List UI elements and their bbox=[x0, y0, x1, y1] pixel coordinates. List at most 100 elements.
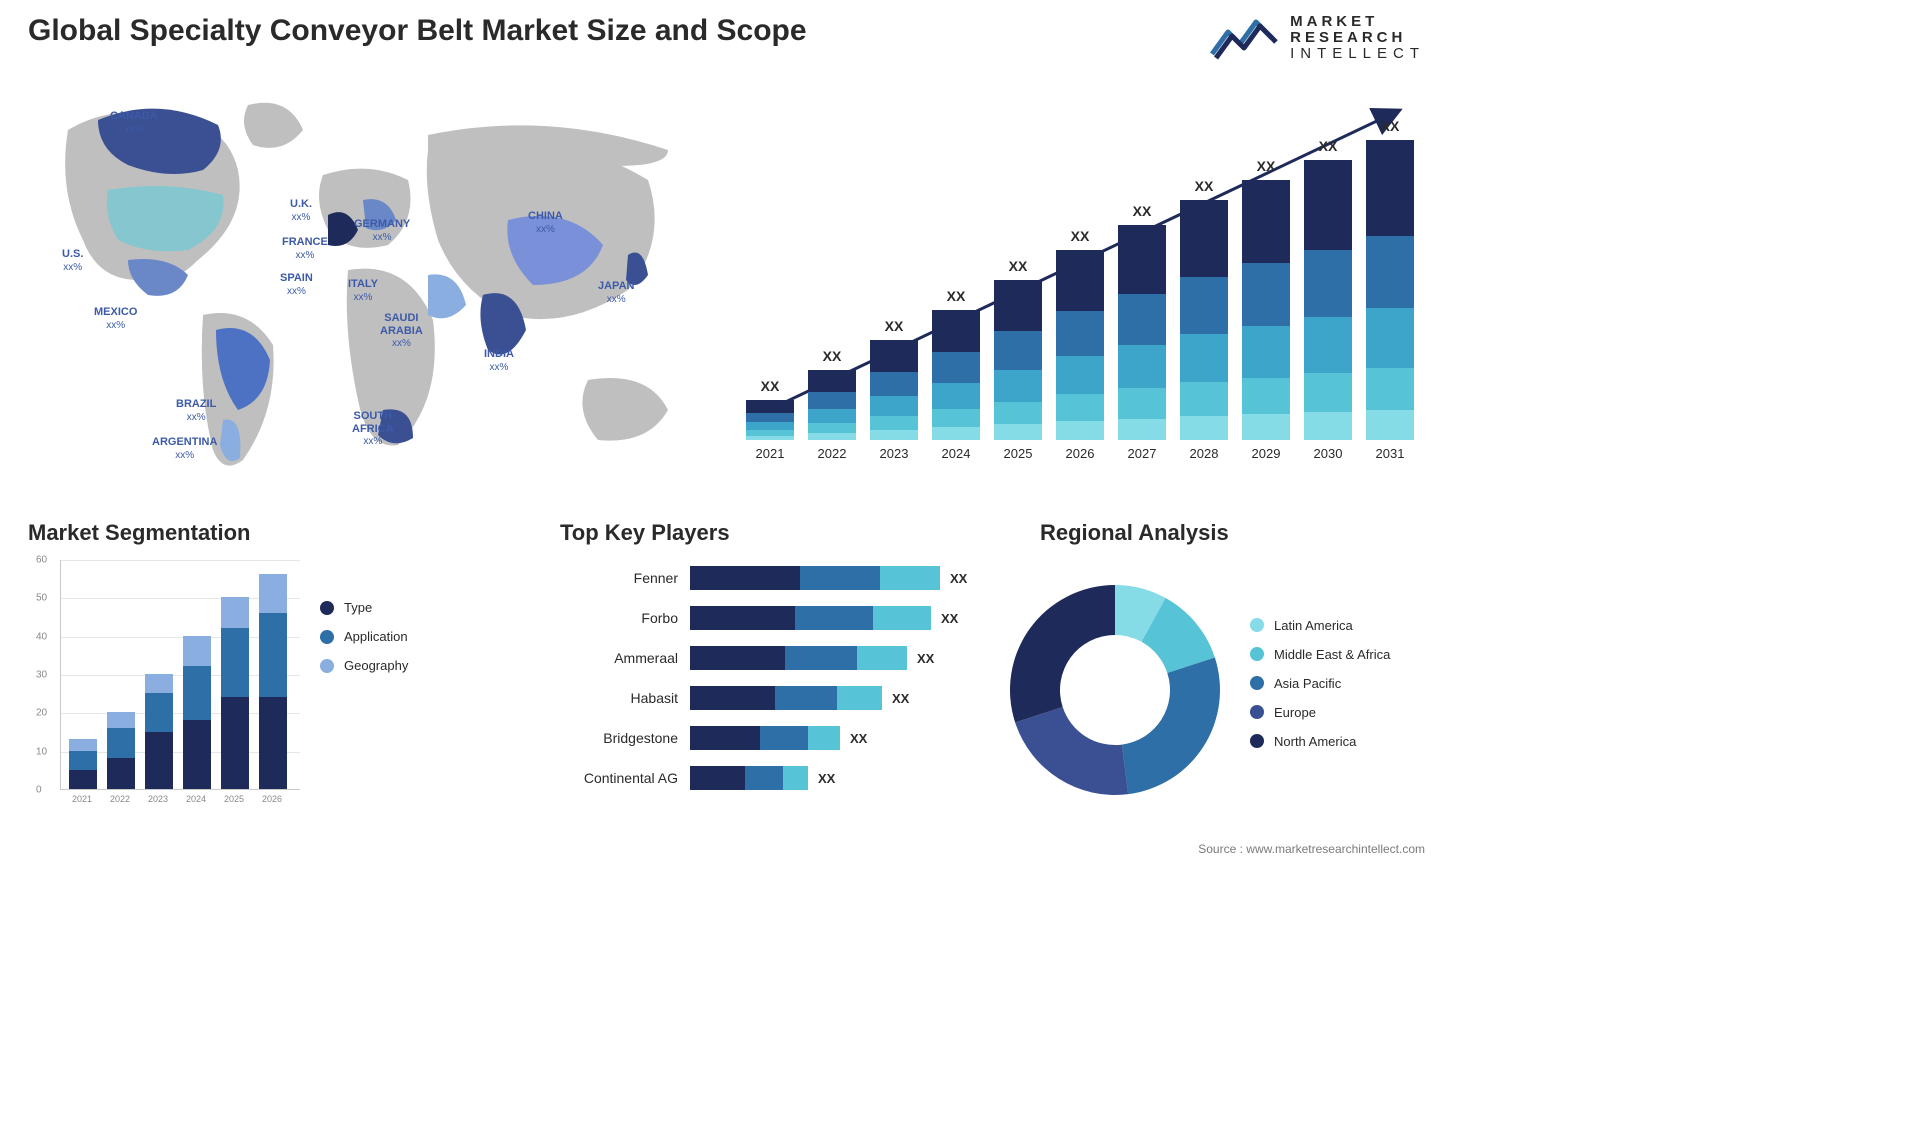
growth-bar bbox=[1118, 225, 1166, 440]
map-label: JAPANxx% bbox=[598, 280, 634, 305]
player-value: XX bbox=[941, 611, 958, 626]
map-label: INDIAxx% bbox=[484, 348, 514, 373]
growth-xtick: 2027 bbox=[1128, 446, 1157, 461]
player-row: Fenner XX bbox=[560, 560, 1000, 596]
player-value: XX bbox=[892, 691, 909, 706]
seg-bar bbox=[259, 574, 287, 789]
player-row: Habasit XX bbox=[560, 680, 1000, 716]
logo-line-3: INTELLECT bbox=[1290, 46, 1425, 62]
logo-line-1: MARKET bbox=[1290, 14, 1425, 30]
growth-bar-label: XX bbox=[1133, 203, 1152, 219]
player-name: Bridgestone bbox=[560, 730, 690, 746]
growth-bar-label: XX bbox=[885, 318, 904, 334]
seg-ytick: 60 bbox=[36, 555, 47, 566]
players-title: Top Key Players bbox=[560, 520, 730, 546]
growth-xtick: 2031 bbox=[1376, 446, 1405, 461]
segmentation-chart: 0102030405060 202120222023202420252026 T… bbox=[28, 560, 488, 820]
player-name: Continental AG bbox=[560, 770, 690, 786]
growth-bar bbox=[808, 370, 856, 440]
brand-logo: MARKET RESEARCH INTELLECT bbox=[1210, 14, 1425, 62]
donut-legend-item: Asia Pacific bbox=[1250, 676, 1390, 691]
player-value: XX bbox=[850, 731, 867, 746]
donut-title: Regional Analysis bbox=[1040, 520, 1229, 546]
map-label: SOUTHAFRICAxx% bbox=[352, 410, 394, 448]
map-label: ARGENTINAxx% bbox=[152, 436, 217, 461]
seg-bar bbox=[69, 739, 97, 789]
growth-bar bbox=[1056, 250, 1104, 440]
donut-legend-item: Middle East & Africa bbox=[1250, 647, 1390, 662]
player-name: Forbo bbox=[560, 610, 690, 626]
player-row: Continental AG XX bbox=[560, 760, 1000, 796]
seg-ytick: 0 bbox=[36, 785, 42, 796]
growth-xtick: 2028 bbox=[1190, 446, 1219, 461]
source-text: Source : www.marketresearchintellect.com bbox=[1198, 842, 1425, 856]
donut-legend: Latin America Middle East & Africa Asia Pa… bbox=[1250, 618, 1390, 763]
growth-bar bbox=[1366, 140, 1414, 440]
seg-xtick: 2024 bbox=[186, 794, 206, 804]
seg-xtick: 2023 bbox=[148, 794, 168, 804]
growth-xtick: 2024 bbox=[942, 446, 971, 461]
growth-bar-label: XX bbox=[1319, 138, 1338, 154]
donut-slice bbox=[1010, 585, 1115, 722]
player-row: Bridgestone XX bbox=[560, 720, 1000, 756]
donut-legend-item: North America bbox=[1250, 734, 1390, 749]
growth-bar bbox=[994, 280, 1042, 440]
seg-ytick: 20 bbox=[36, 708, 47, 719]
seg-bar bbox=[221, 597, 249, 789]
page-title: Global Specialty Conveyor Belt Market Si… bbox=[28, 14, 807, 48]
growth-bar-label: XX bbox=[761, 378, 780, 394]
key-players-chart: FennerXXForboXXAmmeraalXXHabasitXXBridge… bbox=[560, 560, 1000, 820]
player-value: XX bbox=[950, 571, 967, 586]
player-name: Fenner bbox=[560, 570, 690, 586]
seg-xtick: 2026 bbox=[262, 794, 282, 804]
seg-xtick: 2025 bbox=[224, 794, 244, 804]
growth-chart: XXXXXXXXXXXXXXXXXXXXXX 20212022202320242… bbox=[740, 80, 1420, 480]
growth-bar bbox=[1242, 180, 1290, 440]
player-name: Habasit bbox=[560, 690, 690, 706]
growth-bar bbox=[1304, 160, 1352, 440]
growth-xtick: 2030 bbox=[1314, 446, 1343, 461]
seg-legend-item: Geography bbox=[320, 658, 408, 673]
growth-xtick: 2023 bbox=[880, 446, 909, 461]
logo-line-2: RESEARCH bbox=[1290, 30, 1425, 46]
growth-bar-label: XX bbox=[823, 348, 842, 364]
map-label: GERMANYxx% bbox=[354, 218, 410, 243]
map-label: SAUDIARABIAxx% bbox=[380, 312, 423, 350]
donut-slice bbox=[1122, 658, 1220, 795]
segmentation-title: Market Segmentation bbox=[28, 520, 251, 546]
seg-bar bbox=[107, 712, 135, 789]
growth-bar-label: XX bbox=[947, 288, 966, 304]
map-label: MEXICOxx% bbox=[94, 306, 137, 331]
seg-ytick: 10 bbox=[36, 746, 47, 757]
seg-bar bbox=[183, 636, 211, 789]
player-value: XX bbox=[917, 651, 934, 666]
growth-bar bbox=[746, 400, 794, 440]
map-label: ITALYxx% bbox=[348, 278, 378, 303]
seg-xtick: 2021 bbox=[72, 794, 92, 804]
growth-bar-label: XX bbox=[1381, 118, 1400, 134]
growth-xtick: 2021 bbox=[756, 446, 785, 461]
growth-bar bbox=[932, 310, 980, 440]
world-map: CANADAxx%U.S.xx%MEXICOxx%BRAZILxx%ARGENT… bbox=[28, 80, 698, 490]
donut-legend-item: Latin America bbox=[1250, 618, 1390, 633]
donut-slice bbox=[1015, 707, 1128, 795]
growth-bar bbox=[870, 340, 918, 440]
map-label: FRANCExx% bbox=[282, 236, 328, 261]
donut-legend-item: Europe bbox=[1250, 705, 1390, 720]
growth-bar-label: XX bbox=[1009, 258, 1028, 274]
player-name: Ammeraal bbox=[560, 650, 690, 666]
seg-ytick: 40 bbox=[36, 631, 47, 642]
growth-xtick: 2022 bbox=[818, 446, 847, 461]
player-row: Ammeraal XX bbox=[560, 640, 1000, 676]
map-label: CANADAxx% bbox=[110, 110, 158, 135]
growth-xtick: 2029 bbox=[1252, 446, 1281, 461]
seg-legend-item: Type bbox=[320, 600, 408, 615]
growth-bar-label: XX bbox=[1257, 158, 1276, 174]
player-value: XX bbox=[818, 771, 835, 786]
growth-bar-label: XX bbox=[1195, 178, 1214, 194]
map-label: CHINAxx% bbox=[528, 210, 563, 235]
map-label: U.S.xx% bbox=[62, 248, 83, 273]
seg-legend-item: Application bbox=[320, 629, 408, 644]
seg-ytick: 50 bbox=[36, 593, 47, 604]
regional-donut: Latin America Middle East & Africa Asia Pa… bbox=[1000, 555, 1440, 825]
